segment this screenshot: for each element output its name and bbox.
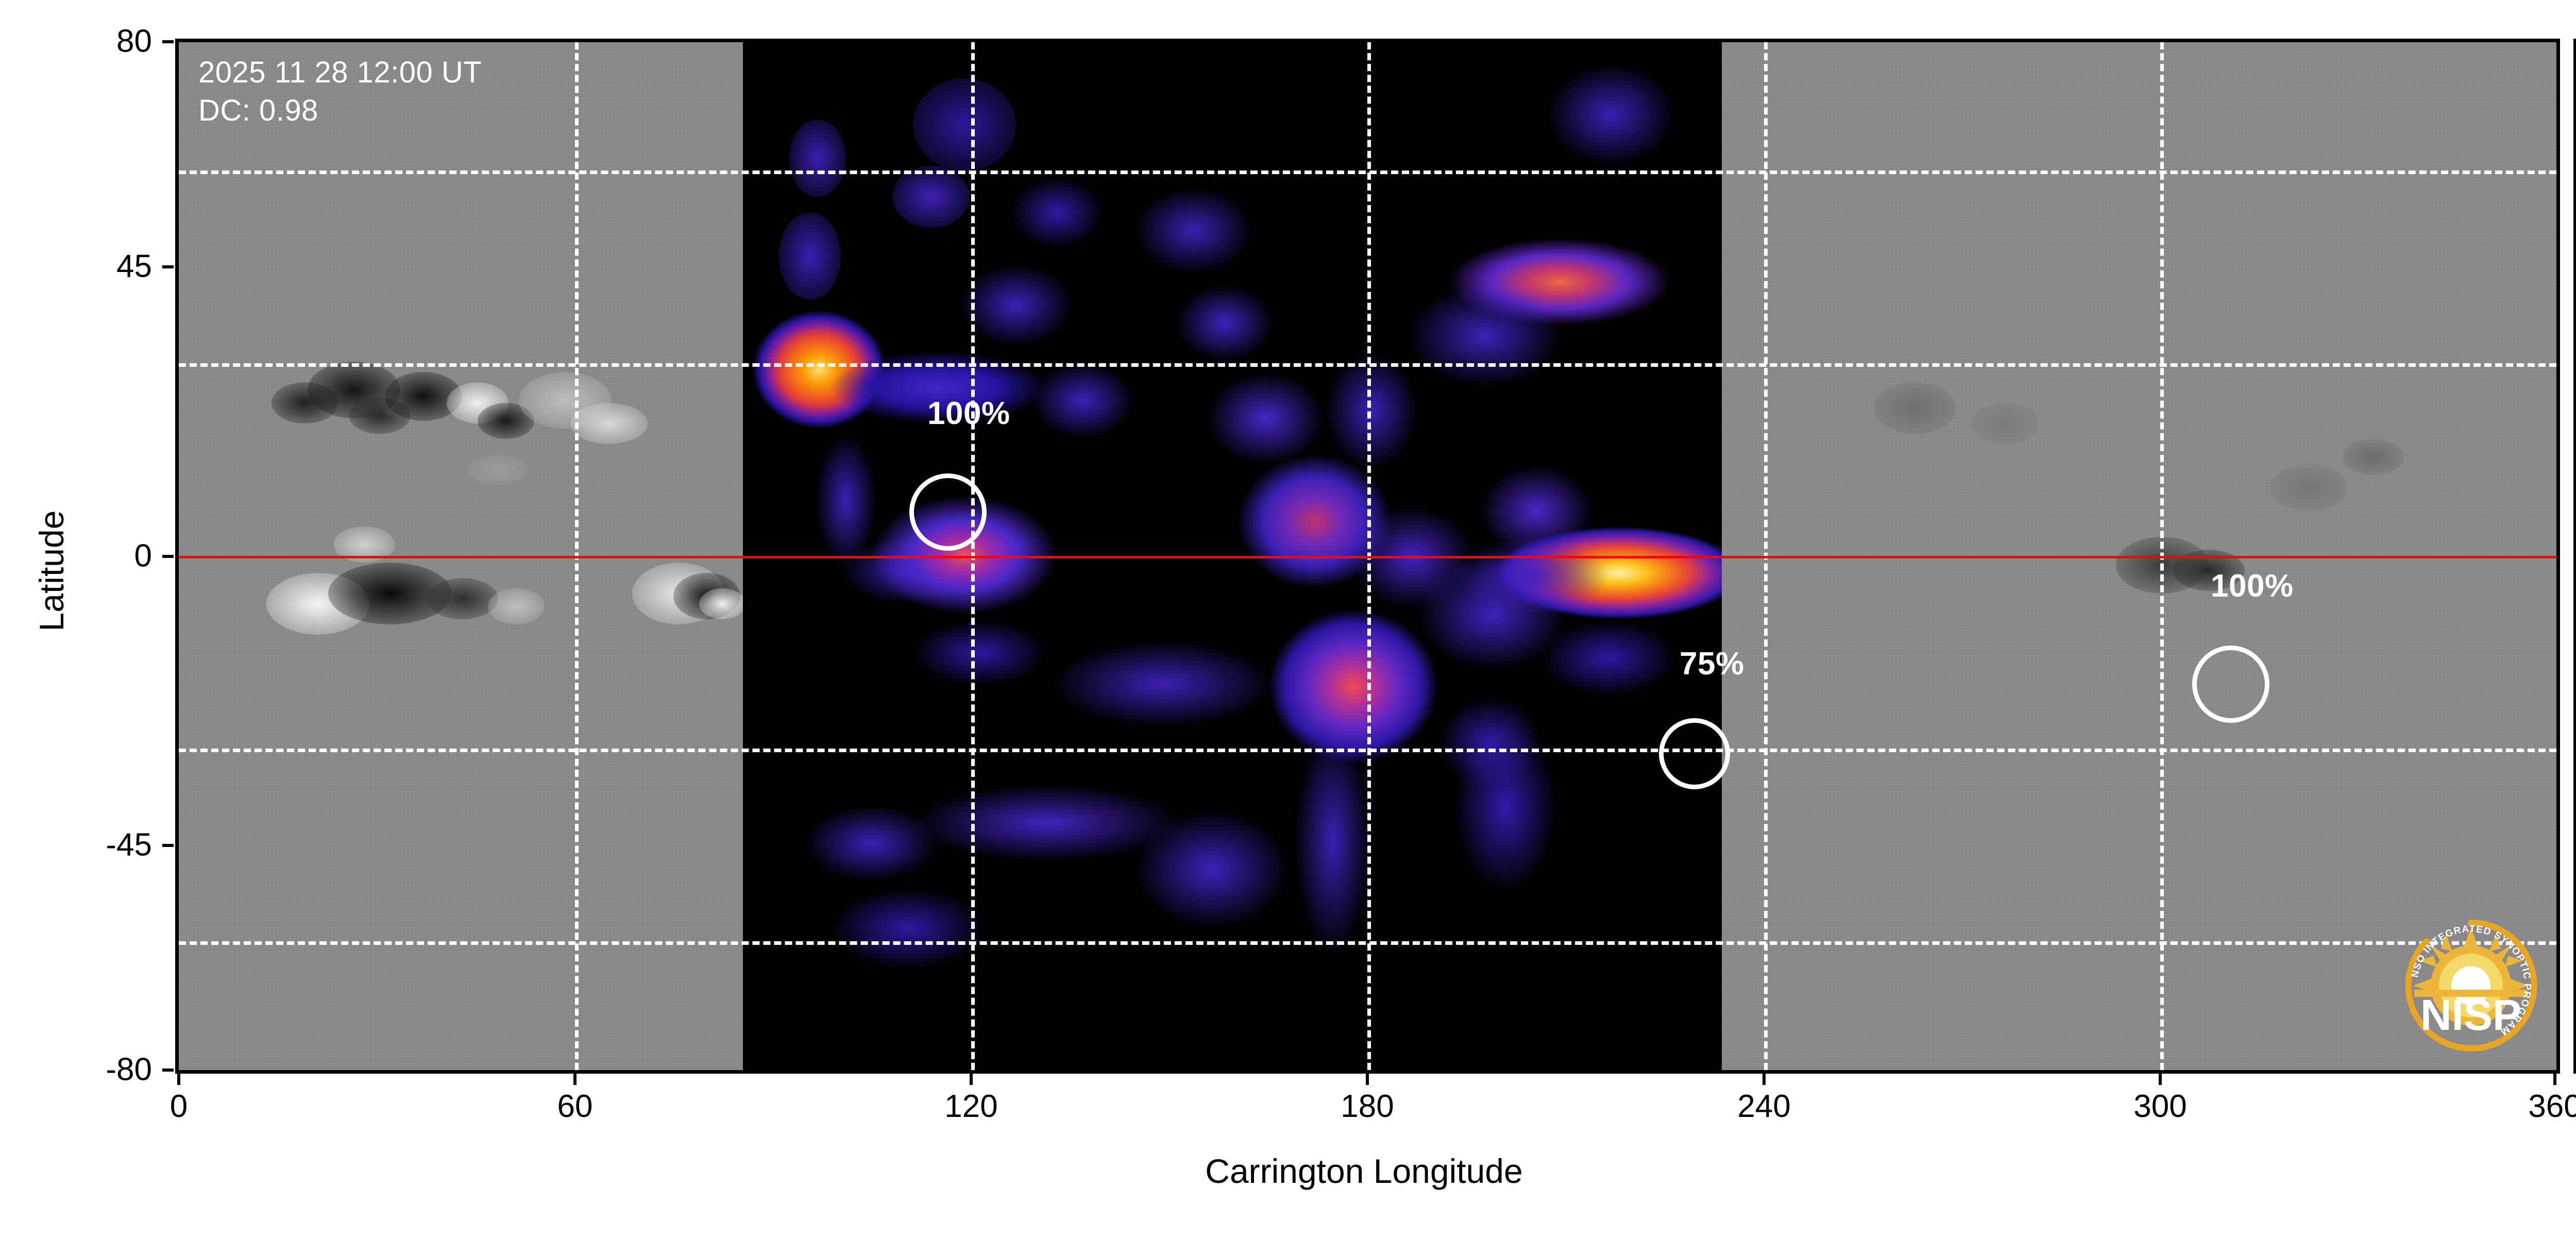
grid-y-60	[179, 171, 2556, 174]
grid-y-m30	[179, 749, 2556, 752]
grid-y-30	[179, 363, 2556, 367]
xtick-180: 180	[1341, 1089, 1394, 1124]
x-axis-label: Carrington Longitude	[1205, 1152, 1523, 1190]
nisp-acronym: NISP	[2420, 991, 2521, 1039]
plot-canvas: 100% 75% 100% 2025 11 28 12:00 UT DC: 0.…	[179, 42, 2556, 1070]
equator-line	[179, 556, 2556, 558]
xtick-120: 120	[944, 1089, 998, 1124]
xtick-300: 300	[2133, 1089, 2187, 1124]
main-plot-axes[interactable]: 100% 75% 100% 2025 11 28 12:00 UT DC: 0.…	[175, 39, 2560, 1074]
xtick-60: 60	[557, 1089, 593, 1124]
xtick-360: 360	[2528, 1089, 2576, 1124]
xtick-0: 0	[170, 1089, 188, 1124]
y-axis-label: Latitude	[32, 510, 71, 632]
annotation-label-1: 100%	[927, 396, 1010, 431]
annotation-label-2: 75%	[1680, 646, 1744, 682]
timestamp-overlay: 2025 11 28 12:00 UT DC: 0.98	[198, 54, 482, 130]
ytick-m45: -45	[106, 827, 152, 863]
ytick-0: 0	[134, 538, 152, 574]
ytick-45: 45	[116, 248, 152, 284]
timestamp-line-2: DC: 0.98	[198, 94, 318, 128]
farside-ar-2	[1268, 609, 1438, 764]
grid-y-m60	[179, 941, 2556, 945]
xtick-240: 240	[1737, 1089, 1791, 1124]
nisp-logo: NISP NSO INTEGRATED SYNOPTIC PROGRAM	[2394, 908, 2548, 1063]
farside-phase-shift-colorbar[interactable]	[2573, 39, 2576, 1074]
ytick-80: 80	[116, 23, 152, 59]
annotation-label-3: 100%	[2211, 568, 2294, 604]
ytick-m80: -80	[106, 1052, 152, 1088]
timestamp-line-1: 2025 11 28 12:00 UT	[198, 56, 482, 89]
